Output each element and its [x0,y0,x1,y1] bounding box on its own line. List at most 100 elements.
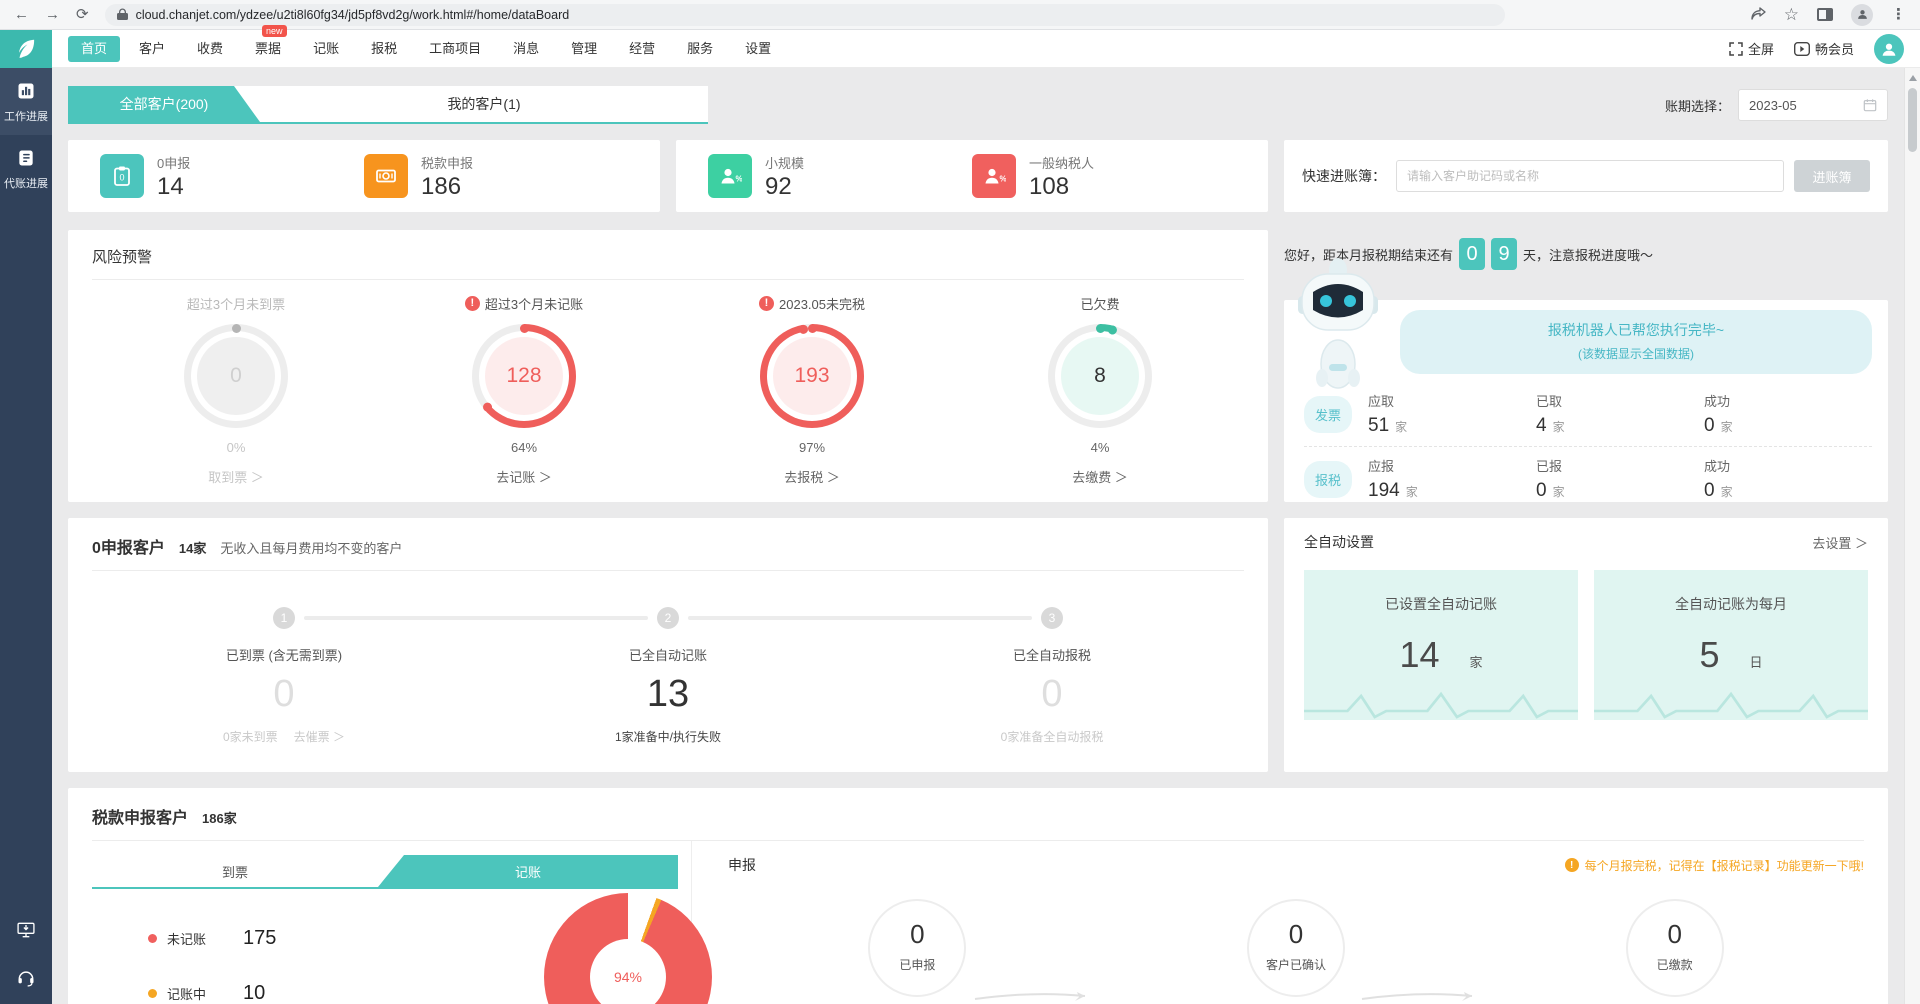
nav-item-fees[interactable]: 收费 [197,40,224,56]
stats-card-declare: 0 0申报 14 税款申报 186 [68,140,660,212]
browser-profile-icon[interactable] [1851,3,1873,26]
share-icon[interactable] [1750,7,1766,22]
flow-arrow-icon [1361,992,1473,1001]
nav-item-customers[interactable]: 客户 [139,40,166,56]
tab-my-customers[interactable]: 我的客户(1) [447,96,521,112]
user-icon [1882,43,1896,56]
robot-status-card: 报税机器人已帮您执行完毕~ (该数据显示全国数据) 发票 应取 51 家 已取 4 家 … [1284,300,1888,502]
legend-dot-red [148,934,157,943]
link-go-tax-filing[interactable]: 去报税 ＞ [784,470,840,485]
scrollbar-up-arrow[interactable] [1909,75,1917,81]
warning-icon [1564,858,1579,872]
page-scrollbar[interactable] [1904,68,1920,1004]
svg-text:%: % [736,175,743,184]
play-icon [1793,41,1810,56]
circle-declared: 0 已申报 [728,899,1107,997]
side-panel-icon[interactable] [1817,8,1833,21]
nav-item-invoices[interactable]: 票据 new [242,24,294,62]
bar-chart-icon [18,83,34,99]
forward-icon[interactable]: → [45,6,60,23]
tab-all-customers[interactable]: 全部客户(200) [68,86,260,122]
enter-ledger-button[interactable]: 进账簿 [1794,160,1870,192]
days-digit: 0 [1459,238,1486,270]
zero-declare-panel: 0申报客户 14家 无收入且每月费用均不变的客户 1 已到票 (含无需到票) 0… [68,518,1268,772]
flow-arrow-icon [975,992,1086,1001]
avatar[interactable] [1874,33,1904,64]
bookkeeping-donut-chart: 94% [544,893,712,1004]
nav-item-messages[interactable]: 消息 [513,40,540,56]
ecg-line [1594,691,1868,719]
gauge-owed-fees: 已欠费 8 4% 去缴费 ＞ [956,294,1244,486]
tax-deadline-greeting: 您好，距本月报税期结束还有 0 9 天，注意报税进度哦～ [1284,230,1888,270]
nav-item-services[interactable]: 服务 [687,40,714,56]
tax-declare-count: 186家 [202,811,237,826]
step-invoice-arrived: 1 已到票 (含无需到票) 0 0家未到票 去催票 ＞ [92,607,476,745]
link-go-settings[interactable]: 去设置 ＞ [1812,535,1868,551]
member-button[interactable]: 畅会员 [1793,39,1854,58]
small-scale-icon: % [708,154,752,198]
app-logo[interactable] [0,30,52,68]
link-fetch-invoice[interactable]: 取到票 ＞ [208,470,264,485]
nav-item-management[interactable]: 管理 [571,40,598,56]
sidebar-item-work-progress[interactable]: 工作进展 [0,68,52,135]
gauge-ring-no-bookkeeping: 128 [472,323,576,428]
app-top-bar: 首页 客户 收费 票据 new 记账 报税 工商项目 消息 管理 经营 服务 设置… [52,24,1920,68]
stat-tax-declare: 税款申报 186 [364,153,628,199]
gauge-unpaid-tax: 2023.05未完税 193 97% 去报税 ＞ [668,294,956,486]
main-nav: 首页 客户 收费 票据 new 记账 报税 工商项目 消息 管理 经营 服务 设置 [68,24,784,62]
reload-icon[interactable]: ⟳ [76,6,89,23]
leaf-logo-icon [18,39,35,58]
nav-item-bookkeeping[interactable]: 记账 [313,40,340,56]
step-auto-tax-filing: 3 已全自动报税 0 0家准备全自动报税 [688,607,1244,745]
invoice-stats-row: 发票 应取 51 家 已取 4 家 成功 0 家 [1304,382,1872,446]
gauge-no-invoice: 超过3个月未到票 0 0% 取到票 ＞ [92,294,380,486]
legend-booking: 记账中 10 [148,982,368,1004]
tax-declare-icon [364,154,408,198]
svg-text:%: % [1000,175,1007,184]
link-go-pay-fees[interactable]: 去缴费 ＞ [1072,470,1128,485]
circle-paid: 0 已缴款 [1485,899,1864,997]
nav-item-tax-filing[interactable]: 报税 [371,40,398,56]
client-download-icon[interactable] [16,920,36,940]
stats-card-taxpayer: % 小规模 92 % 一般纳税人 108 [676,140,1268,212]
quick-entry-input[interactable] [1396,160,1784,192]
risk-warning-panel: 风险预警 超过3个月未到票 0 0% 取到票 ＞ 超过3个月未记账 [68,230,1268,502]
link-go-bookkeeping[interactable]: 去记账 ＞ [496,470,552,485]
legend-not-booked: 未记账 175 [148,927,368,950]
zero-declare-icon: 0 [100,154,144,198]
gauge-ring-unpaid-tax: 193 [760,323,864,428]
lock-icon [116,8,128,20]
link-urge-invoice[interactable]: 去催票 ＞ [293,729,346,744]
days-digit: 9 [1491,238,1518,270]
zero-declare-count: 14家 [178,541,207,556]
tax-filing-tag: 报税 [1304,460,1353,498]
nav-item-settings[interactable]: 设置 [745,40,772,56]
back-icon[interactable]: ← [14,6,29,23]
bookkeeping-chart-section: 到票 记账 未记账 175 记账中 10 94% [92,841,712,1004]
fullscreen-button[interactable]: 全屏 [1729,39,1774,58]
sidebar-item-agency-progress[interactable]: 代账进展 [0,135,52,202]
scrollbar-thumb[interactable] [1908,88,1917,152]
tab-bookkeeping[interactable]: 记账 [378,855,678,887]
browser-toolbar: ← → ⟳ cloud.chanjet.com/ydzee/u2ti8l60fg… [0,0,1920,30]
url-bar[interactable]: cloud.chanjet.com/ydzee/u2ti8l60fg34/jd5… [104,3,1505,26]
nav-item-home[interactable]: 首页 [68,35,121,62]
stat-small-scale: % 小规模 92 [708,153,972,199]
gauge-ring-no-invoice: 0 [184,323,288,428]
support-headset-icon[interactable] [16,968,36,988]
ledger-icon [19,150,33,166]
auto-bookkeeping-card: 已设置全自动记账 14 家 [1304,570,1578,720]
tab-invoice-arrival[interactable]: 到票 [221,864,248,880]
left-sidebar: 工作进展 代账进展 [0,68,52,1004]
bookmark-star-icon[interactable]: ☆ [1783,5,1799,24]
browser-menu-icon[interactable]: ⋮ [1891,6,1906,23]
donut-center-label: 94% [590,939,666,1004]
alert-icon [464,295,480,311]
stat-general-taxpayer: % 一般纳税人 108 [972,153,1236,199]
period-select[interactable]: 2023-05 [1738,89,1888,121]
calendar-icon [1863,99,1877,112]
legend-dot-orange [148,989,157,998]
nav-item-business-projects[interactable]: 工商项目 [429,40,482,56]
nav-item-operations[interactable]: 经营 [629,40,656,56]
